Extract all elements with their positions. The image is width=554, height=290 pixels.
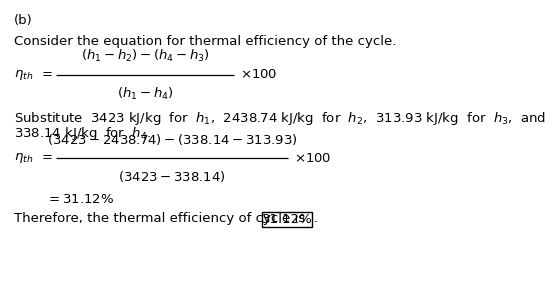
- Text: Substitute  3423 kJ/kg  for  $h_1$,  2438.74 kJ/kg  for  $h_2$,  313.93 kJ/kg  f: Substitute 3423 kJ/kg for $h_1$, 2438.74…: [14, 110, 546, 127]
- Text: $\times$100: $\times$100: [240, 68, 278, 81]
- Text: $(3423-338.14)$: $(3423-338.14)$: [118, 169, 226, 184]
- Text: (b): (b): [14, 14, 33, 27]
- Text: Therefore, the thermal efficiency of cycle is: Therefore, the thermal efficiency of cyc…: [14, 212, 305, 225]
- Text: $(h_1-h_4)$: $(h_1-h_4)$: [117, 86, 173, 102]
- Text: 31.12%: 31.12%: [261, 213, 312, 226]
- Text: Consider the equation for thermal efficiency of the cycle.: Consider the equation for thermal effici…: [14, 35, 396, 48]
- Text: $(3423-2438.74)-(338.14-313.93)$: $(3423-2438.74)-(338.14-313.93)$: [47, 132, 297, 147]
- Text: =: =: [42, 151, 53, 164]
- Text: $\times$100: $\times$100: [294, 151, 331, 164]
- Bar: [262, 212, 312, 227]
- Text: $\eta_{th}$: $\eta_{th}$: [14, 151, 33, 165]
- Text: .: .: [314, 212, 318, 225]
- Text: $= 31.12\%$: $= 31.12\%$: [46, 193, 114, 206]
- Text: =: =: [42, 68, 53, 81]
- Text: 338.14 kJ/kg  for  $h_4$.: 338.14 kJ/kg for $h_4$.: [14, 125, 151, 142]
- Text: $\eta_{th}$: $\eta_{th}$: [14, 68, 33, 82]
- Text: $(h_1-h_2)-(h_4-h_3)$: $(h_1-h_2)-(h_4-h_3)$: [80, 48, 209, 64]
